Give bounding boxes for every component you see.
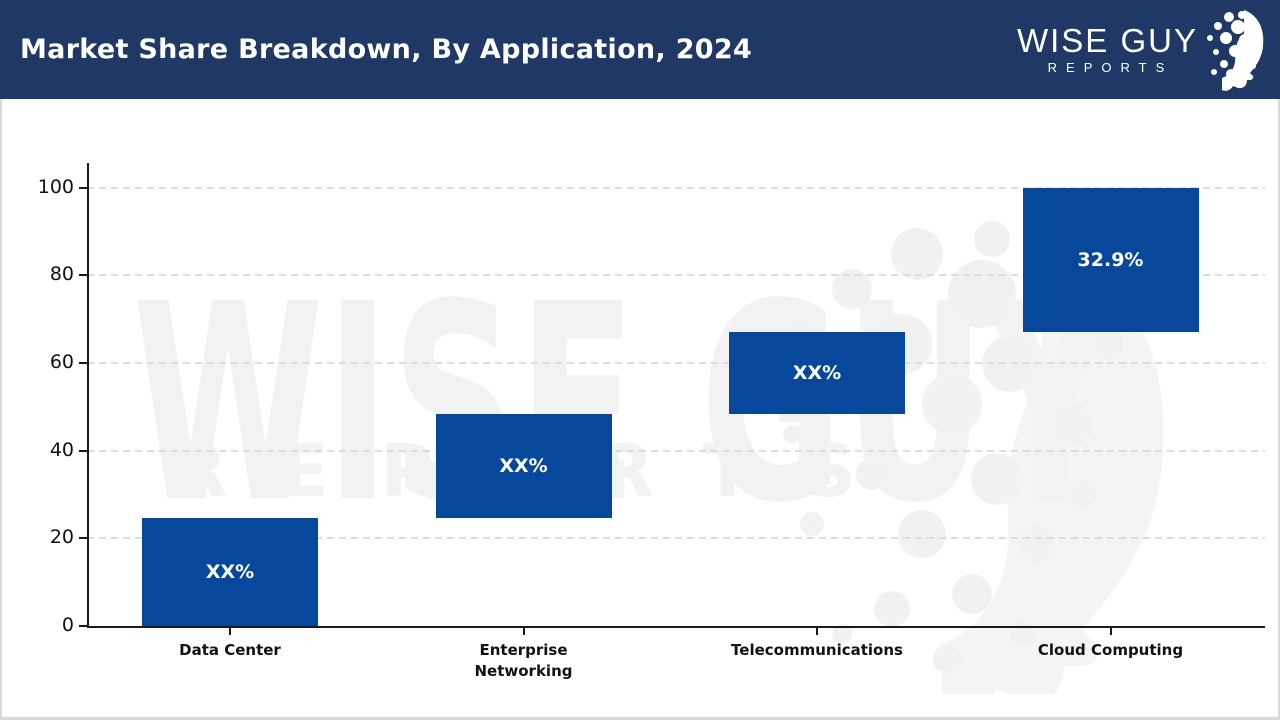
- page-bottom-border: [0, 717, 1280, 720]
- bar-enterprise-networking: XX%: [435, 414, 612, 518]
- x-axis-spine: [87, 626, 1265, 628]
- y-tick-label-20: 20: [49, 526, 74, 549]
- bar-data-center: XX%: [142, 518, 318, 626]
- y-tick-label-0: 0: [61, 614, 74, 636]
- logo-name-text: WISE GUY: [1016, 21, 1198, 59]
- x-tick-2: [816, 628, 818, 635]
- logo-reports-text: REPORTS: [1047, 59, 1174, 75]
- x-tick-3: [1109, 628, 1112, 635]
- bar-value-label: XX%: [499, 454, 548, 477]
- y-tick-40: [79, 449, 87, 452]
- category-label-0: Data Center: [179, 641, 281, 659]
- y-tick-60: [79, 361, 87, 364]
- bar-telecommunications: XX%: [729, 332, 905, 415]
- bar-value-label: XX%: [792, 362, 842, 385]
- logo-wordmark: WISE GUY REPORTS: [1016, 21, 1198, 76]
- y-tick-20: [79, 537, 87, 540]
- brand-logo: WISE GUY REPORTS: [1017, 8, 1280, 92]
- logo-head-icon: [1207, 9, 1264, 91]
- y-tick-80: [79, 274, 87, 277]
- category-label-1: Enterprise Networking: [474, 641, 573, 680]
- gridline-80: [87, 274, 1265, 277]
- y-tick-label-40: 40: [49, 438, 74, 461]
- page-right-border: [1278, 99, 1280, 720]
- category-label-2: Telecommunications: [731, 641, 903, 659]
- bar-cloud-computing: 32.9%: [1022, 187, 1199, 332]
- y-tick-label-100: 100: [37, 175, 74, 198]
- y-tick-100: [79, 186, 87, 189]
- y-tick-0: [79, 625, 87, 627]
- bar-value-label: XX%: [205, 561, 255, 584]
- y-tick-label-80: 80: [49, 263, 74, 286]
- x-tick-1: [522, 628, 525, 635]
- gridline-100: [87, 186, 1265, 189]
- watermark: WISE GUY REPORTS: [0, 99, 1280, 720]
- x-tick-0: [229, 628, 231, 635]
- y-tick-label-60: 60: [49, 350, 74, 373]
- gridline-40: [87, 449, 1265, 452]
- bar-value-label: 32.9%: [1077, 248, 1144, 271]
- gridline-60: [87, 361, 1265, 364]
- page-left-border: [0, 99, 2, 720]
- y-axis-spine: [87, 163, 89, 628]
- category-label-3: Cloud Computing: [1037, 641, 1184, 659]
- header: Market Share Breakdown, By Application, …: [0, 0, 1280, 99]
- watermark-head-dots-icon: [783, 221, 1164, 694]
- gridline-20: [87, 537, 1265, 540]
- chart-title: Market Share Breakdown, By Application, …: [20, 34, 753, 65]
